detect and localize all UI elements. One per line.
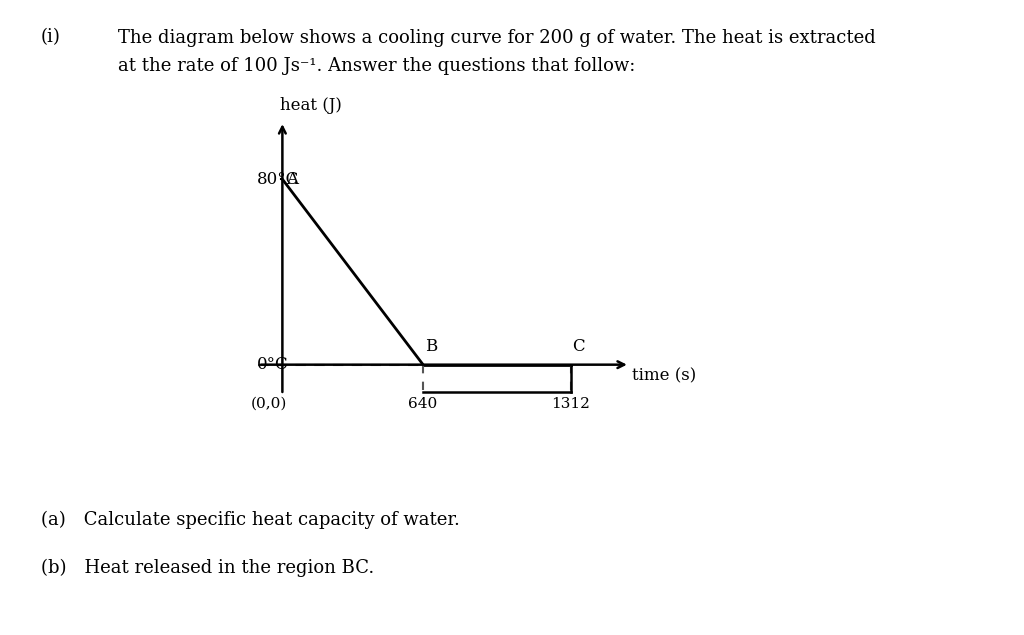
Text: 0°C: 0°C <box>257 356 289 373</box>
Text: The diagram below shows a cooling curve for 200 g of water. The heat is extracte: The diagram below shows a cooling curve … <box>118 29 876 46</box>
Text: 640: 640 <box>409 397 437 411</box>
Text: 80°C: 80°C <box>257 171 299 188</box>
Text: B: B <box>425 338 437 356</box>
Text: (0,0): (0,0) <box>251 397 288 411</box>
Text: at the rate of 100 Js⁻¹. Answer the questions that follow:: at the rate of 100 Js⁻¹. Answer the ques… <box>118 57 635 75</box>
Text: time (s): time (s) <box>632 368 696 385</box>
Text: 1312: 1312 <box>551 397 590 411</box>
Text: A: A <box>286 171 298 188</box>
Text: C: C <box>572 338 585 356</box>
Text: heat (J): heat (J) <box>281 97 342 114</box>
Text: (a) Calculate specific heat capacity of water.: (a) Calculate specific heat capacity of … <box>41 511 460 530</box>
Text: (i): (i) <box>41 29 60 46</box>
Text: (b) Heat released in the region BC.: (b) Heat released in the region BC. <box>41 559 374 577</box>
